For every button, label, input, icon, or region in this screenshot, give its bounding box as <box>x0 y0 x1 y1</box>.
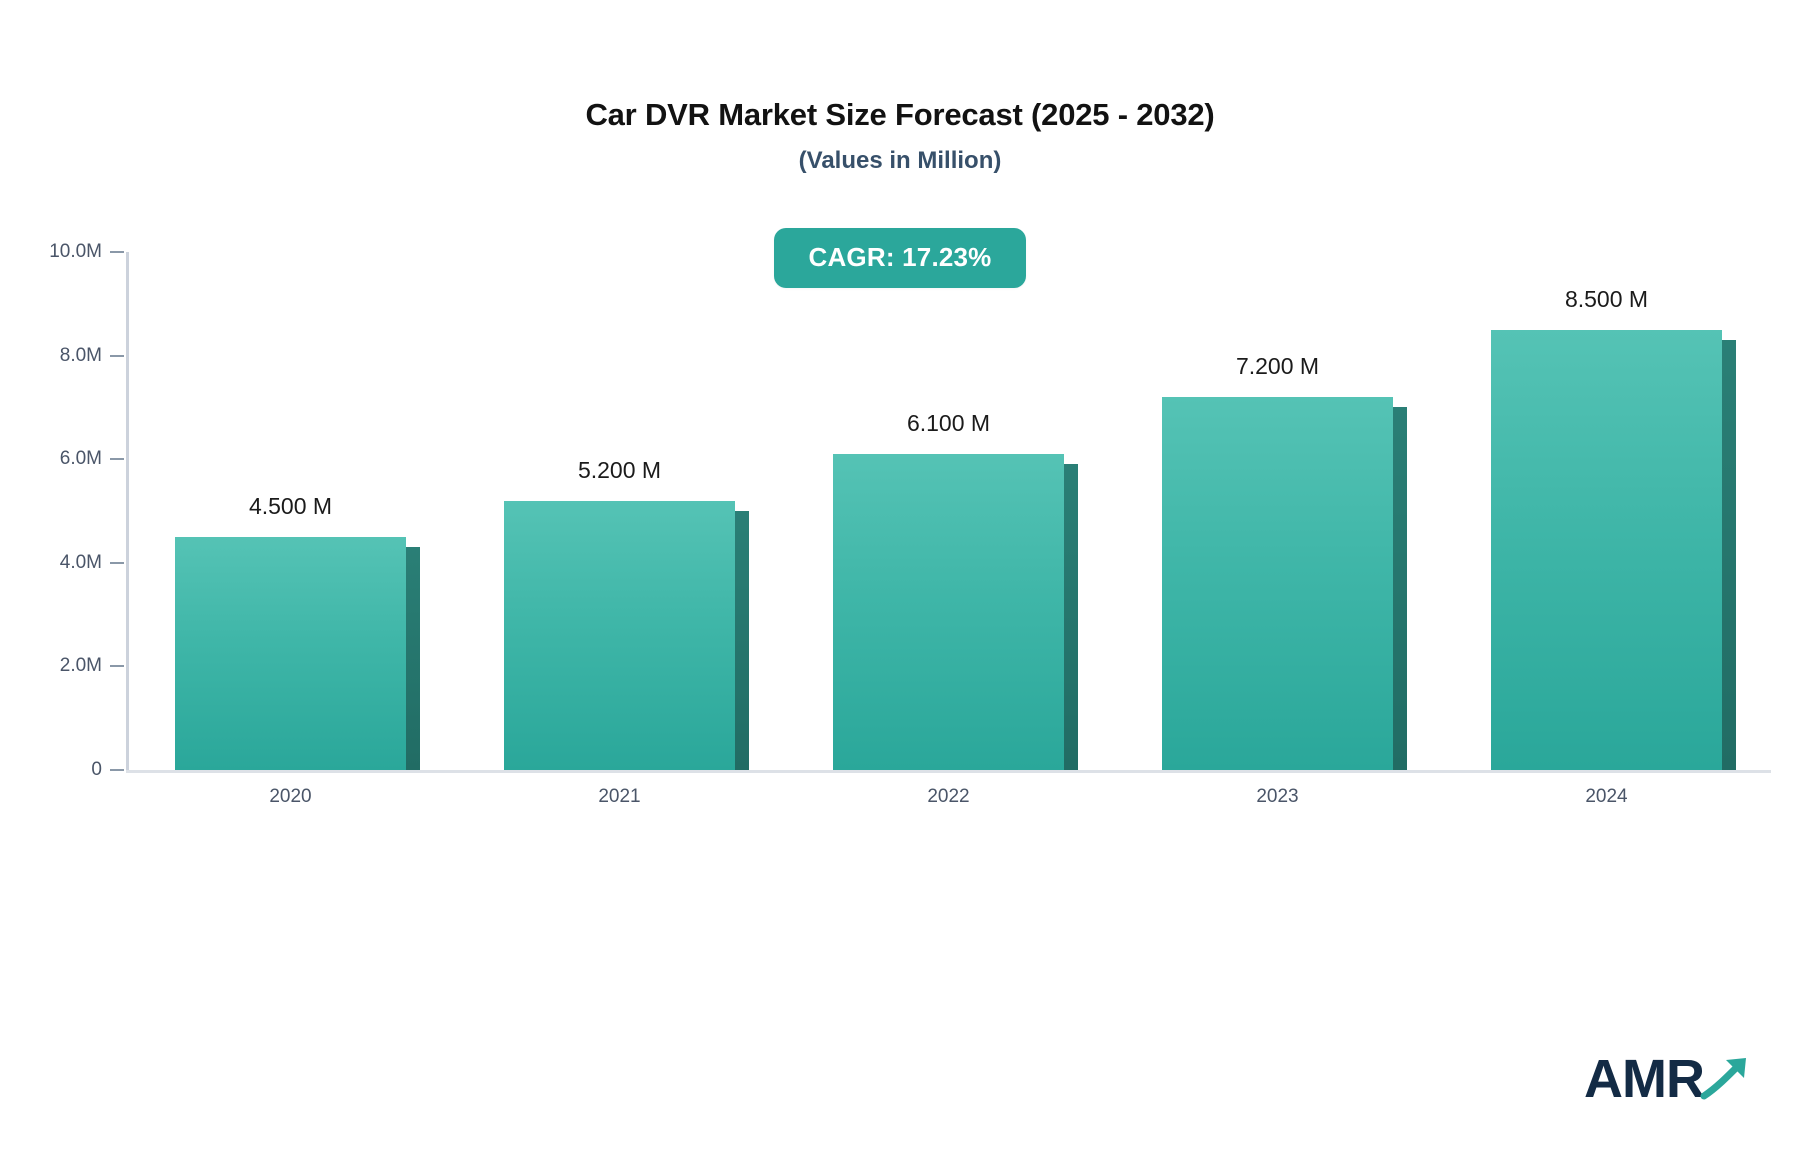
y-axis-tick-mark <box>110 769 124 771</box>
y-axis-tick-label: 8.0M <box>59 344 102 366</box>
bar-value-label: 6.100 M <box>906 410 991 437</box>
y-axis-tick-label: 0 <box>91 759 102 780</box>
chart-title: Car DVR Market Size Forecast (2025 - 203… <box>585 97 1215 132</box>
bar-value-label: 4.500 M <box>248 492 333 519</box>
bar-group[interactable] <box>833 454 1078 770</box>
y-axis-tick-label: 2.0M <box>59 655 102 677</box>
bar-group[interactable] <box>504 500 749 770</box>
amr-wordmark: AMR <box>1584 1049 1705 1109</box>
x-axis-tick-label: 2021 <box>598 786 641 807</box>
bar-side-face <box>1063 464 1078 770</box>
amr-logo: AMR <box>1584 1052 1752 1106</box>
bar-group[interactable] <box>175 536 420 770</box>
x-axis-tick-label: 2020 <box>269 786 312 807</box>
bar-side-face <box>405 546 420 770</box>
y-axis-tick-mark <box>110 354 124 357</box>
y-axis-tick-mark <box>110 458 124 461</box>
arrow-up-right-icon <box>1700 1054 1752 1104</box>
chart-subtitle: (Values in Million) <box>798 147 1002 175</box>
cagr-badge: CAGR: 17.23% <box>774 228 1026 288</box>
bar-value-label: 8.500 M <box>1564 285 1649 312</box>
y-axis-tick-label: 6.0M <box>59 448 102 470</box>
x-axis-tick-label: 2024 <box>1585 786 1628 807</box>
y-axis-tick-mark <box>110 561 124 564</box>
cagr-badge-container: CAGR: 17.23% <box>0 228 1800 288</box>
bar[interactable] <box>1491 329 1722 770</box>
y-axis-tick-mark <box>110 665 124 668</box>
bar-side-face <box>1721 339 1736 770</box>
bar-side-face <box>734 510 749 770</box>
bar[interactable] <box>1162 397 1393 770</box>
bar-side-face <box>1392 407 1407 770</box>
bar-group[interactable] <box>1162 397 1407 770</box>
chart-header: Car DVR Market Size Forecast (2025 - 203… <box>0 0 1800 176</box>
y-axis-tick-mark <box>110 251 124 253</box>
y-axis-tick-label: 10.0M <box>49 241 102 262</box>
bar[interactable] <box>504 500 735 770</box>
x-axis-tick-label: 2022 <box>927 786 970 807</box>
y-axis-line <box>126 252 129 772</box>
bar[interactable] <box>175 536 406 770</box>
x-axis-line <box>126 770 1771 773</box>
bar[interactable] <box>833 454 1064 770</box>
x-axis-tick-label: 2023 <box>1256 786 1299 807</box>
bar-value-label: 7.200 M <box>1235 353 1320 380</box>
bar-value-label: 5.200 M <box>577 456 662 483</box>
bar-group[interactable] <box>1491 329 1736 770</box>
y-axis-tick-label: 4.0M <box>59 551 102 573</box>
